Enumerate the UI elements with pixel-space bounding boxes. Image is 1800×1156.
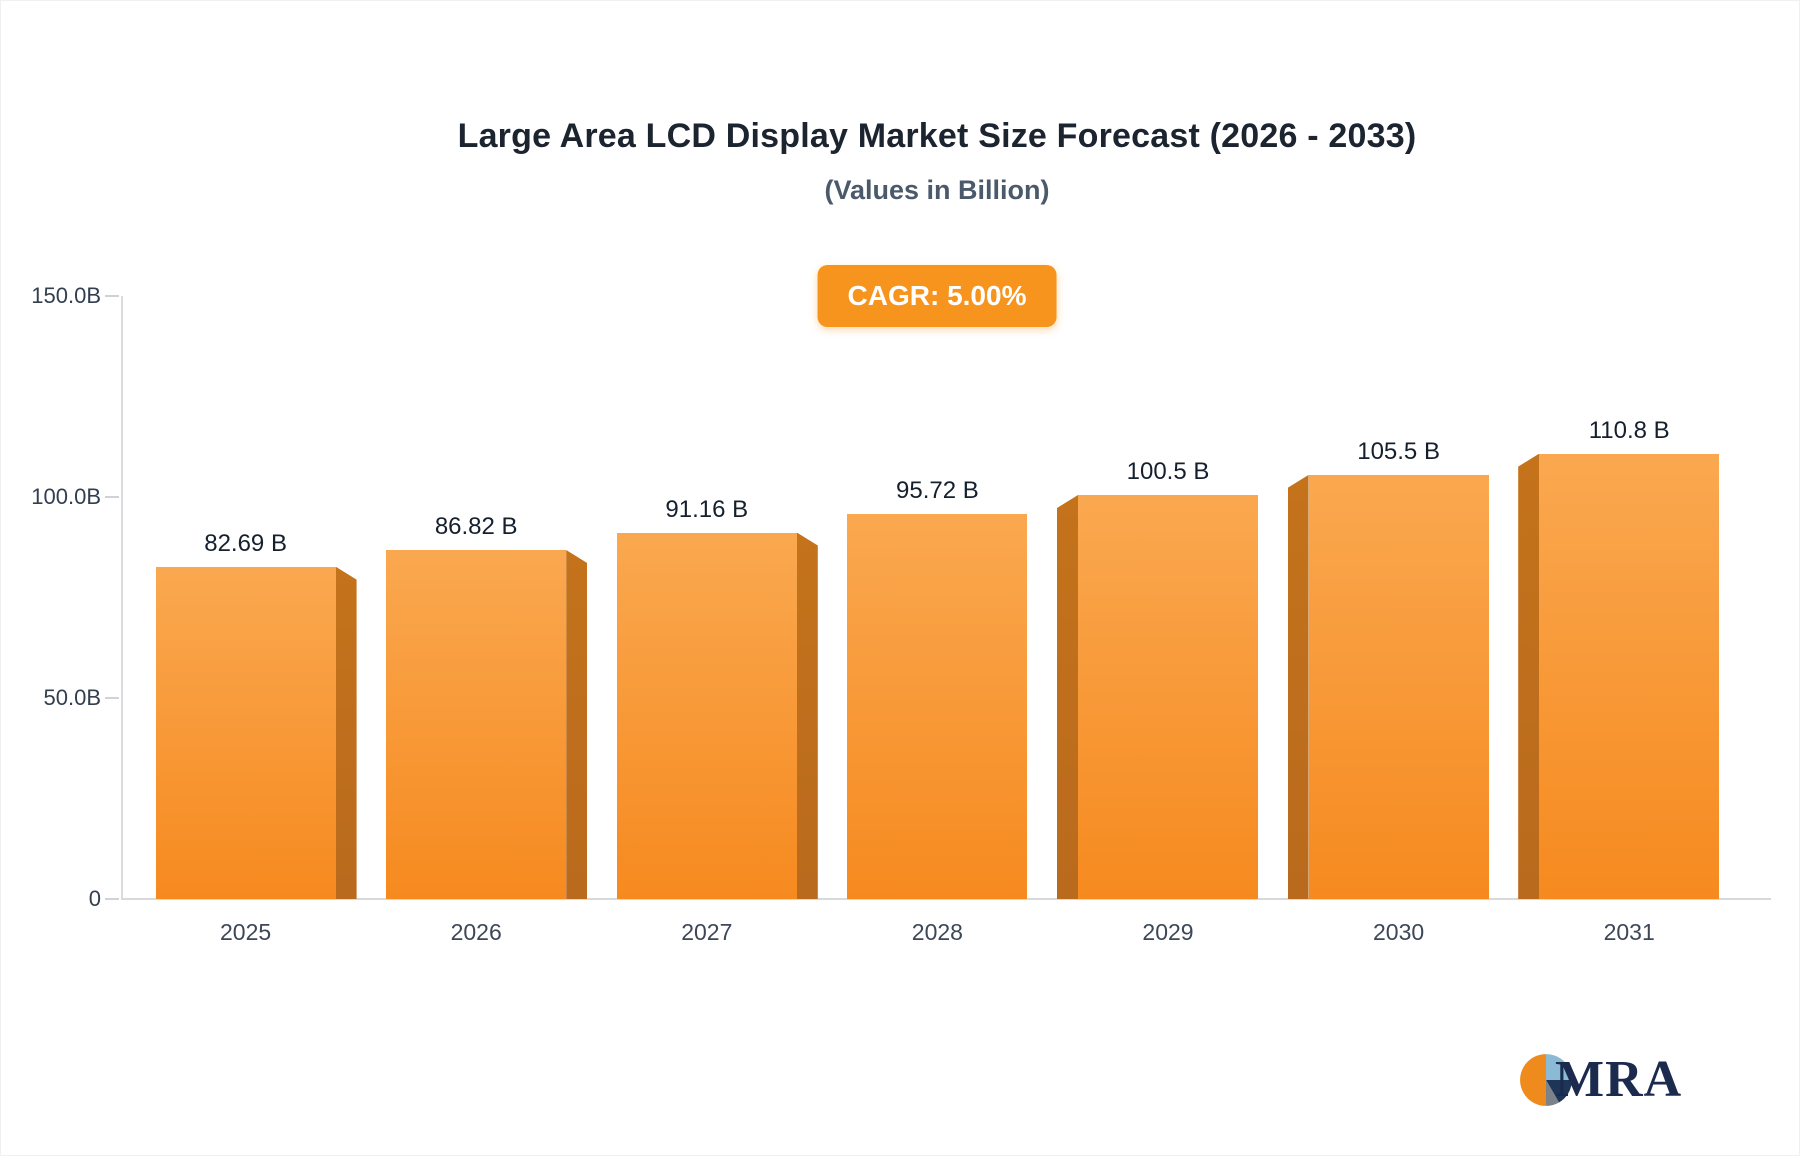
bar-value-label: 91.16 B: [665, 495, 749, 523]
y-tick-label: 100.0B: [31, 484, 101, 509]
cagr-badge: CAGR: 5.00%: [817, 265, 1057, 327]
bar-value-label: 95.72 B: [896, 477, 979, 505]
bar-value-label: 105.5 B: [1357, 437, 1440, 465]
x-tick-label: 2031: [1603, 919, 1655, 945]
bar: [616, 532, 797, 899]
x-tick-label: 2029: [1142, 919, 1194, 945]
bar-3d-side: [335, 566, 357, 899]
chart-title: Large Area LCD Display Market Size Forec…: [457, 117, 1417, 155]
bar-3d-side: [1518, 453, 1540, 899]
y-tick-mark: [105, 295, 119, 297]
x-axis-line: [121, 898, 1771, 900]
bar: [1078, 494, 1258, 899]
bar: [1539, 453, 1720, 899]
y-tick-label: 150.0B: [31, 283, 101, 308]
x-tick-label: 2026: [450, 919, 502, 945]
bar-3d-side: [566, 549, 588, 899]
bar-value-label: 100.5 B: [1126, 457, 1210, 485]
x-tick-label: 2028: [911, 919, 963, 945]
y-axis-line: [121, 296, 123, 899]
brand-logo-text: MRA: [1555, 1051, 1683, 1108]
bar-value-label: 82.69 B: [204, 529, 287, 557]
bar: [155, 566, 336, 899]
bar-value-label: 110.8 B: [1588, 416, 1670, 444]
bar-3d-side: [1057, 494, 1078, 899]
bar: [386, 549, 567, 899]
x-tick-label: 2025: [220, 919, 272, 945]
bar-value-label: 86.82 B: [434, 512, 518, 540]
brand-logo: MRA: [1519, 1053, 1682, 1107]
bar-3d-side: [1287, 474, 1309, 899]
x-tick-label: 2027: [681, 919, 733, 945]
y-tick-label: 50.0B: [43, 685, 102, 710]
y-tick-mark: [105, 898, 119, 900]
bar: [1308, 474, 1489, 899]
y-tick-mark: [105, 697, 119, 699]
brand-logo-pie-icon: [1520, 1054, 1572, 1106]
x-tick-label: 2030: [1373, 919, 1425, 945]
bar: [847, 514, 1028, 899]
y-tick-label: 0: [88, 886, 101, 911]
chart-subtitle: (Values in Billion): [824, 175, 1050, 205]
y-tick-mark: [105, 496, 119, 498]
bar-3d-side: [796, 532, 818, 899]
